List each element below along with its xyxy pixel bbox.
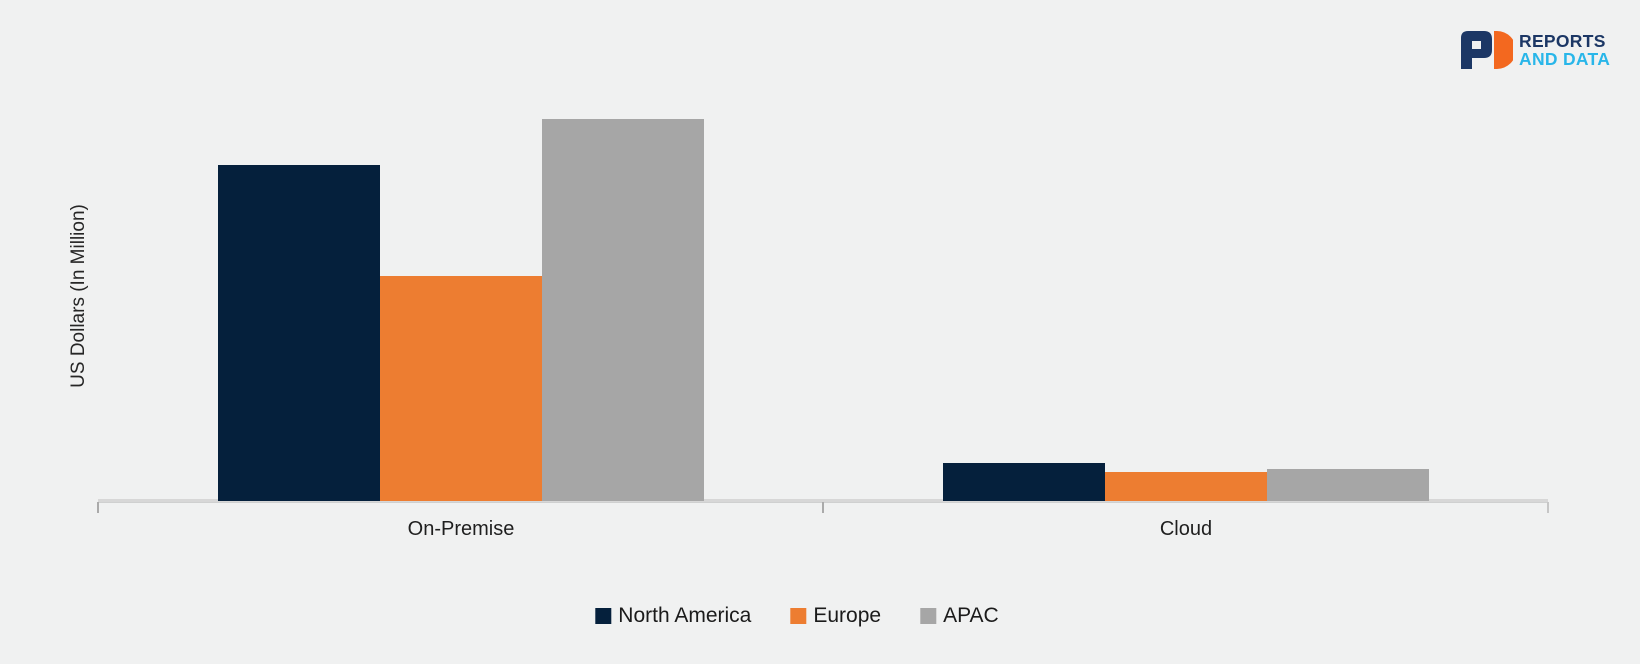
- bar-apac-on-premise: [542, 119, 704, 501]
- legend-item-north-america: North America: [595, 604, 751, 628]
- category-label-on-premise: On-Premise: [407, 518, 515, 540]
- legend-swatch-icon: [920, 608, 937, 624]
- legend-label: APAC: [943, 604, 999, 627]
- x-axis-tick: [97, 502, 99, 513]
- bar-north-america-on-premise: [218, 165, 380, 501]
- bar-europe-cloud: [1105, 472, 1267, 501]
- bar-europe-on-premise: [380, 276, 542, 501]
- chart-legend: North America Europe APAC: [595, 604, 999, 628]
- x-axis-line: [98, 499, 1548, 502]
- legend-swatch-icon: [595, 608, 612, 624]
- legend-swatch-icon: [790, 608, 807, 624]
- reports-and-data-logo: REPORTS AND DATA: [1461, 31, 1610, 69]
- bar-north-america-cloud: [943, 463, 1105, 501]
- legend-label: Europe: [813, 604, 882, 627]
- legend-label: North America: [618, 604, 752, 627]
- logo-text: REPORTS AND DATA: [1519, 32, 1610, 68]
- legend-item-apac: APAC: [920, 604, 999, 628]
- bar-apac-cloud: [1267, 469, 1429, 501]
- logo-line2: AND DATA: [1519, 49, 1611, 69]
- category-label-cloud: Cloud: [1159, 518, 1213, 540]
- legend-item-europe: Europe: [790, 604, 881, 628]
- x-axis-tick: [1547, 502, 1549, 513]
- x-axis-tick: [822, 502, 824, 513]
- logo-line1: REPORTS: [1519, 31, 1606, 51]
- logo-d-icon: [1494, 31, 1513, 69]
- y-axis-title: US Dollars (In Million): [68, 204, 89, 388]
- logo-r-icon: [1461, 31, 1492, 69]
- logo-mark-icon: [1461, 31, 1513, 69]
